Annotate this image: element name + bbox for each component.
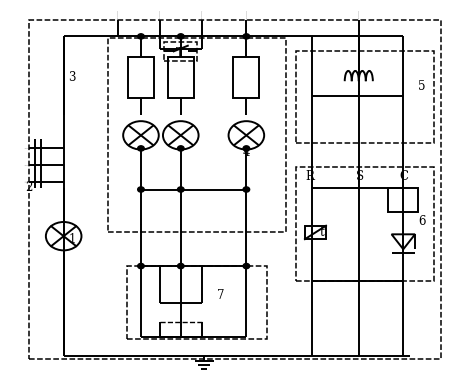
- Bar: [305, 226, 326, 239]
- Bar: [128, 57, 154, 98]
- Bar: [108, 38, 286, 232]
- Text: R: R: [305, 170, 314, 183]
- Text: C: C: [400, 170, 409, 183]
- Circle shape: [137, 187, 144, 192]
- Circle shape: [243, 187, 250, 192]
- Text: 2: 2: [25, 181, 32, 194]
- Circle shape: [137, 263, 144, 269]
- Circle shape: [243, 34, 250, 39]
- Circle shape: [177, 187, 184, 192]
- Circle shape: [137, 146, 144, 151]
- Text: 6: 6: [418, 215, 426, 228]
- Bar: [127, 266, 267, 339]
- Bar: [168, 57, 194, 98]
- Circle shape: [177, 146, 184, 151]
- Text: 3: 3: [68, 71, 76, 84]
- Circle shape: [243, 146, 250, 151]
- Bar: [28, 20, 441, 359]
- Bar: [296, 51, 434, 143]
- Text: 4: 4: [243, 146, 250, 159]
- Text: t': t': [320, 226, 328, 239]
- Bar: [388, 188, 418, 212]
- Text: 1: 1: [68, 233, 76, 246]
- Circle shape: [177, 263, 184, 269]
- Circle shape: [137, 34, 144, 39]
- Bar: [234, 57, 259, 98]
- Circle shape: [177, 34, 184, 39]
- Text: S: S: [356, 170, 364, 183]
- Circle shape: [243, 263, 250, 269]
- Bar: [164, 42, 197, 61]
- Text: 5: 5: [418, 80, 426, 93]
- Text: T: T: [176, 47, 184, 60]
- Bar: [296, 167, 434, 281]
- Text: 7: 7: [217, 290, 224, 302]
